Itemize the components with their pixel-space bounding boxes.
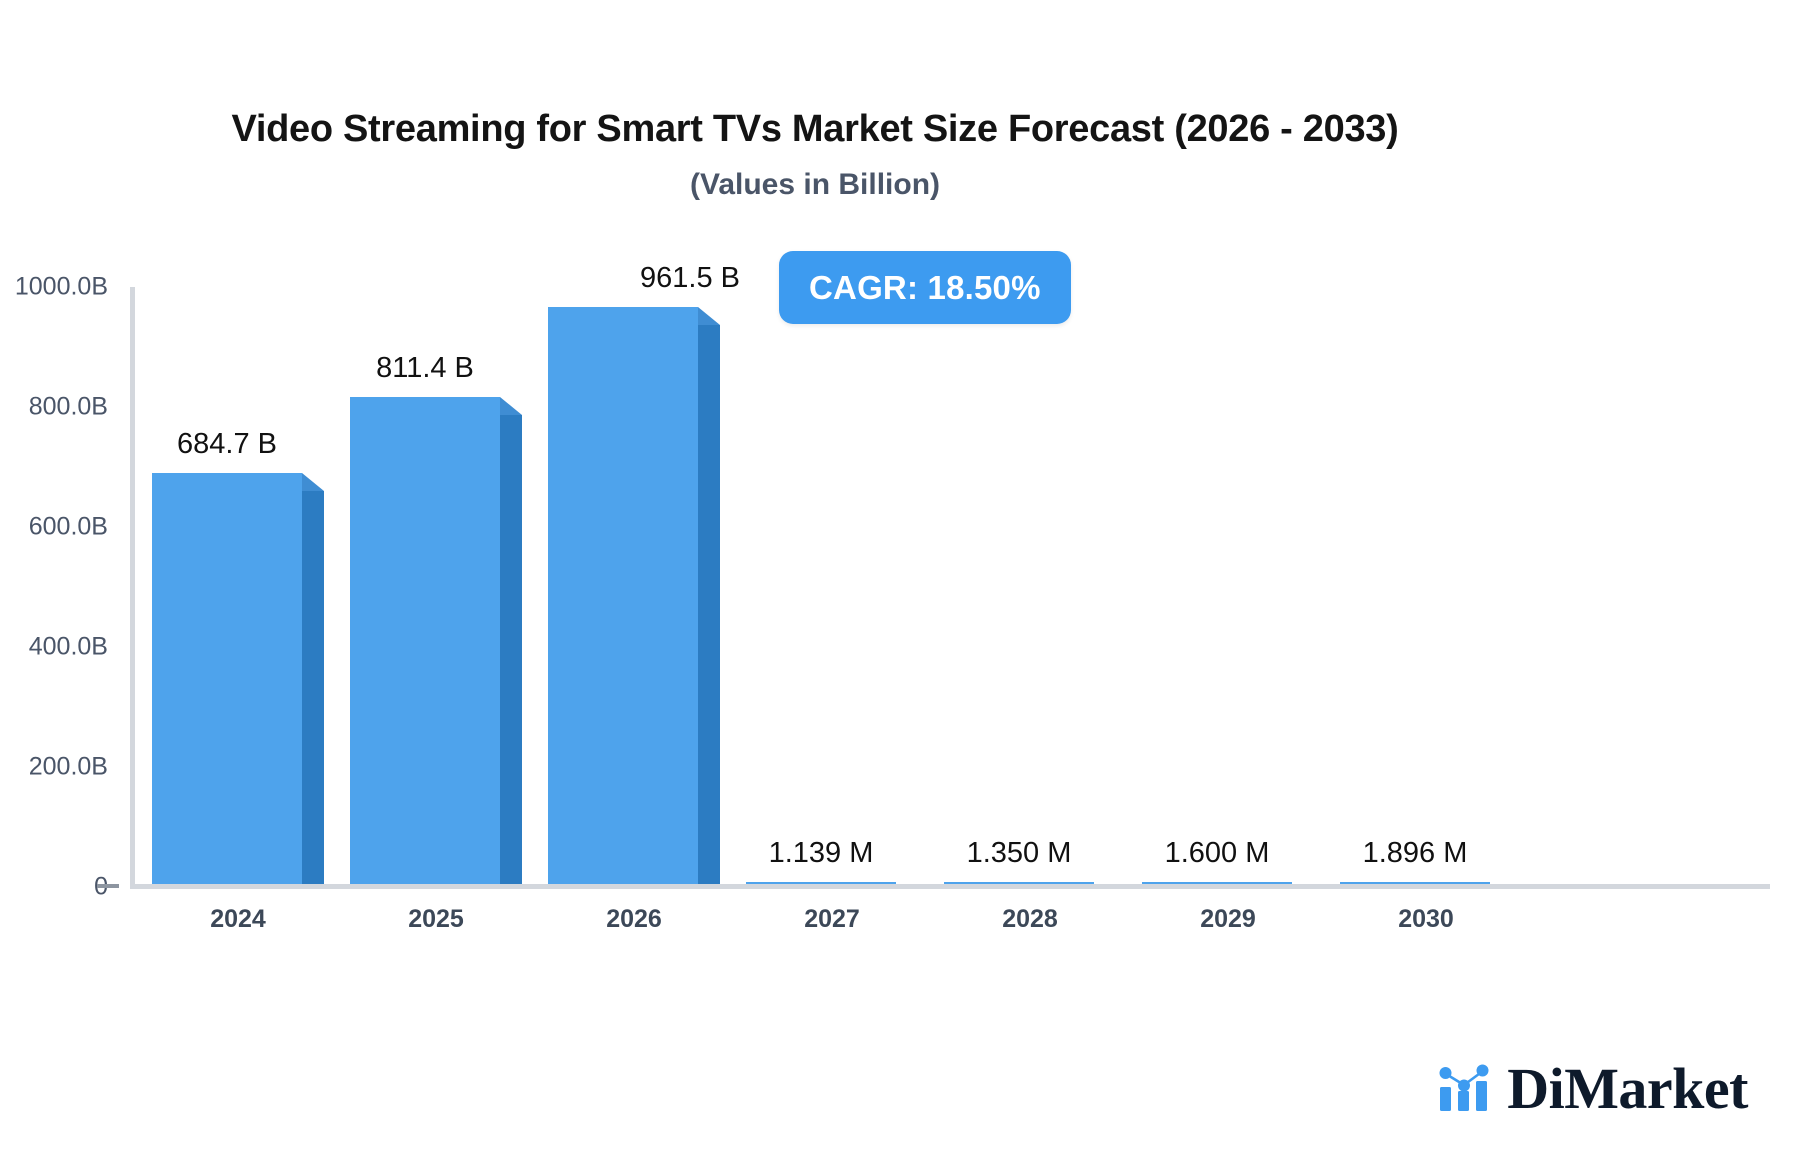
bar-2029[interactable]: 1.600 M [1142, 837, 1292, 884]
bar-2024[interactable]: 684.7 B [152, 428, 324, 884]
brand-logo[interactable]: DiMarket [1437, 1060, 1748, 1118]
page-title: Video Streaming for Smart TVs Market Siz… [231, 108, 1399, 150]
bar-2024-face [152, 473, 302, 884]
x-axis-line [130, 884, 1770, 889]
plot-area: 684.7 B 811.4 B 961.5 B 1.139 M 1.350 M … [130, 262, 1770, 889]
x-tick-2027: 2027 [804, 905, 860, 933]
y-tick-800: 800.0B [28, 392, 108, 421]
bar-2024-value-label: 684.7 B [177, 428, 277, 460]
chart-subtitle: (Values in Billion) [689, 168, 941, 201]
bar-2030[interactable]: 1.896 M [1340, 837, 1490, 884]
bar-2026-value-label: 961.5 B [640, 262, 740, 294]
y-axis-labels: 0 200.0B 400.0B 600.0B 800.0B 1000.0B [0, 273, 108, 901]
bar-2029-value-label: 1.600 M [1164, 837, 1270, 869]
y-axis-line [130, 287, 135, 887]
bar-2024-top [302, 473, 324, 491]
bar-2025-face [350, 397, 500, 884]
bar-2026-side [698, 325, 720, 884]
y-tick-200: 200.0B [28, 752, 108, 781]
bar-2025-side [500, 415, 522, 884]
bar-2028-face [944, 882, 1094, 884]
bar-2026-face [548, 307, 698, 884]
bar-2026-top [698, 307, 720, 325]
x-axis-labels: 2024 2025 2026 2027 2028 2029 2030 [130, 905, 1770, 945]
y-tick-600: 600.0B [28, 512, 108, 541]
bar-2025-value-label: 811.4 B [376, 352, 474, 384]
bar-chart-icon [1437, 1061, 1493, 1118]
bar-2027-face [746, 882, 896, 884]
y-tick-0: 0 [0, 873, 108, 902]
y-tick-400: 400.0B [28, 632, 108, 661]
x-tick-2030: 2030 [1398, 905, 1454, 933]
x-tick-2028: 2028 [1002, 905, 1058, 933]
bar-2026[interactable]: 961.5 B [548, 262, 740, 884]
x-tick-2024: 2024 [210, 905, 266, 933]
bar-2030-value-label: 1.896 M [1362, 837, 1468, 869]
bar-2027-value-label: 1.139 M [768, 837, 874, 869]
bar-2025[interactable]: 811.4 B [350, 352, 522, 884]
bar-2030-face [1340, 882, 1490, 884]
bar-2027[interactable]: 1.139 M [746, 837, 896, 884]
brand-name: DiMarket [1507, 1056, 1748, 1121]
bar-2028-value-label: 1.350 M [966, 837, 1072, 869]
bar-2025-top [500, 397, 522, 415]
cagr-badge[interactable]: CAGR: 18.50% [779, 251, 1071, 324]
bar-2024-side [302, 491, 324, 884]
y-axis-zero-tick-mark [97, 884, 119, 888]
x-tick-2026: 2026 [606, 905, 662, 933]
x-tick-2025: 2025 [408, 905, 464, 933]
bar-2028[interactable]: 1.350 M [944, 837, 1094, 884]
y-tick-1000: 1000.0B [14, 272, 108, 301]
x-tick-2029: 2029 [1200, 905, 1256, 933]
bar-2029-face [1142, 882, 1292, 884]
